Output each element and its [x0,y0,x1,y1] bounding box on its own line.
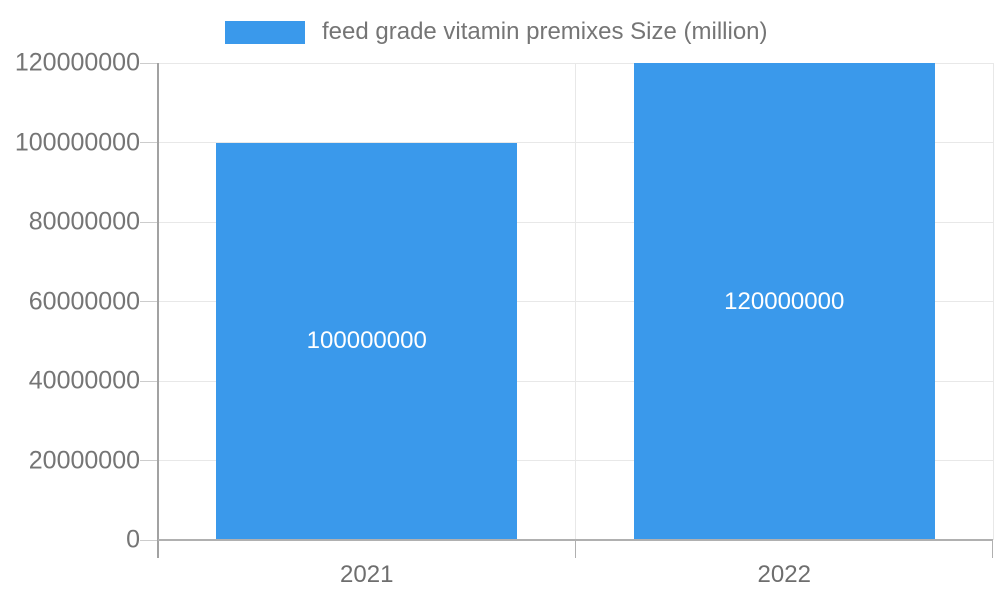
y-axis-line [157,63,159,540]
bar-2022 [634,63,935,540]
y-axis-tick [140,460,158,461]
y-tick-label: 20000000 [28,446,140,474]
y-axis-tick [140,301,158,302]
y-tick-label: 120000000 [14,48,140,77]
x-axis-tick [992,540,993,558]
x-tick-label-2021: 2021 [340,561,394,588]
y-axis-tick [140,539,158,541]
x-axis-tick [157,540,159,558]
y-tick-label: 40000000 [28,366,140,395]
y-axis-tick [140,380,158,382]
y-tick-label: 60000000 [28,287,140,315]
legend-swatch [225,20,305,44]
x-axis-baseline [158,539,993,541]
bar-value-label: 100000000 [306,327,427,355]
plot-right-edge-line [992,63,994,540]
x-tick-label-2022: 2022 [757,561,811,588]
legend-label: feed grade vitamin premixes Size (millio… [322,18,768,45]
legend: feed grade vitamin premixes Size (millio… [225,18,768,46]
x-axis-tick [574,540,576,558]
y-axis-tick [140,142,158,143]
bar-2021 [216,142,517,540]
y-axis-tick [140,221,158,223]
y-tick-label: 0 [126,525,140,554]
category-separator-line [575,63,576,540]
y-tick-label: 100000000 [14,128,140,156]
bar-value-label: 120000000 [724,287,845,315]
y-axis-tick [140,62,158,64]
y-tick-label: 80000000 [28,207,140,236]
